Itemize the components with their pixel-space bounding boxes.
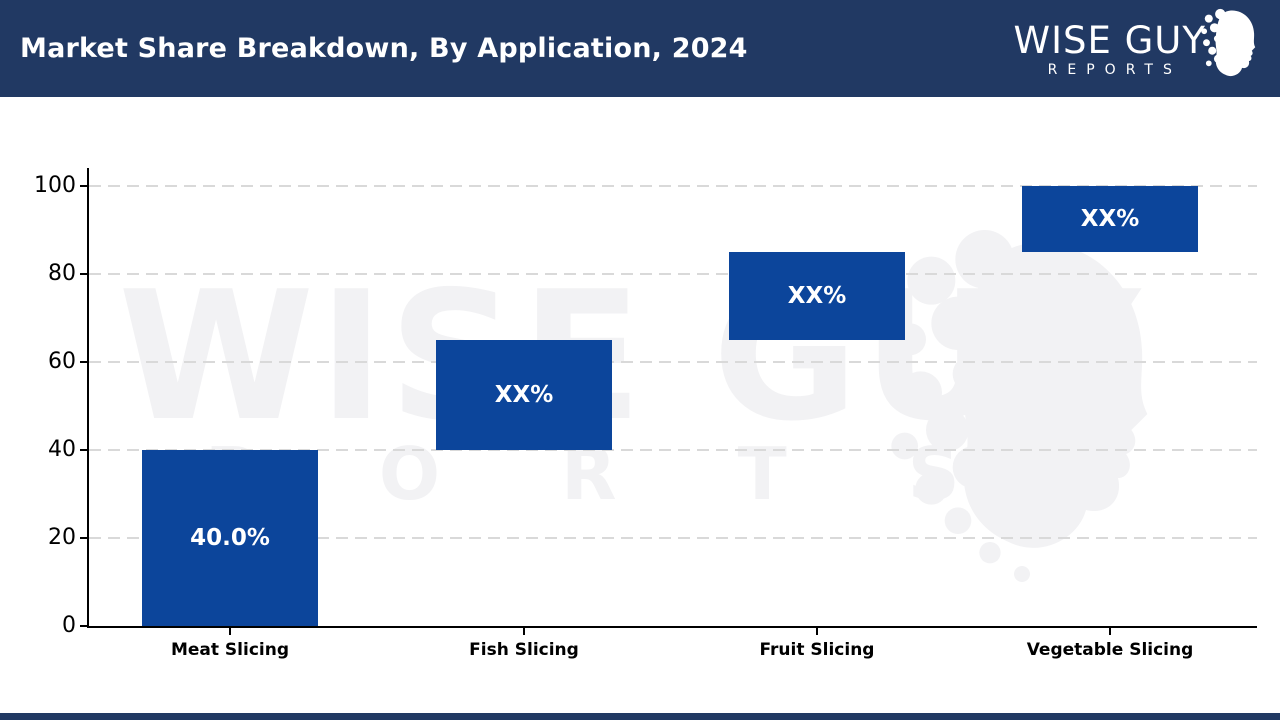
x-tick-mark-3 (1109, 628, 1111, 635)
bar-fruit-slicing: XX% (729, 252, 905, 340)
bar-meat-slicing: 40.0% (142, 450, 318, 626)
y-tick-mark-40 (80, 449, 88, 451)
bar-value-label: XX% (1080, 206, 1140, 232)
bar-value-label: XX% (494, 382, 554, 408)
face-profile-icon (1201, 8, 1256, 77)
report-header: Market Share Breakdown, By Application, … (0, 0, 1280, 97)
y-axis (87, 168, 89, 627)
x-axis (87, 626, 1257, 628)
wiseguy-logo-subtext: REPORTS (1047, 61, 1182, 78)
bar-value-label: 40.0% (190, 525, 270, 551)
report-title: Market Share Breakdown, By Application, … (20, 33, 748, 64)
x-tick-mark-0 (229, 628, 231, 635)
y-tick-label-80: 80 (48, 261, 76, 286)
footer-bar (0, 713, 1280, 720)
y-tick-label-60: 60 (48, 349, 76, 374)
wiseguy-logo-text: WISE GUY REPORTS (1014, 22, 1206, 77)
wiseguy-logo: WISE GUY REPORTS (1014, 4, 1268, 94)
y-tick-mark-60 (80, 361, 88, 363)
x-tick-mark-1 (523, 628, 525, 635)
bar-vegetable-slicing: XX% (1022, 186, 1198, 252)
y-tick-mark-20 (80, 537, 88, 539)
gridline-20 (89, 537, 1257, 539)
y-tick-label-40: 40 (48, 437, 76, 462)
gridline-60 (89, 361, 1257, 363)
x-axis-label-0: Meat Slicing (170, 640, 290, 660)
y-tick-mark-100 (80, 185, 88, 187)
bar-fish-slicing: XX% (436, 340, 612, 450)
y-tick-mark-80 (80, 273, 88, 275)
gridline-40 (89, 449, 1257, 451)
gridline-100 (89, 185, 1257, 187)
x-axis-label-3: Vegetable Slicing (1026, 640, 1194, 660)
y-tick-label-100: 100 (34, 173, 76, 198)
bar-value-label: XX% (787, 283, 847, 309)
y-tick-label-0: 0 (62, 613, 76, 638)
y-tick-label-20: 20 (48, 525, 76, 550)
gridline-80 (89, 273, 1257, 275)
wiseguy-logo-wordmark: WISE GUY (1013, 18, 1206, 62)
y-tick-mark-0 (80, 625, 88, 627)
x-tick-mark-2 (816, 628, 818, 635)
x-axis-label-1: Fish Slicing (469, 640, 579, 660)
watermark-face-icon (891, 230, 1148, 582)
x-axis-label-2: Fruit Slicing (759, 640, 875, 660)
